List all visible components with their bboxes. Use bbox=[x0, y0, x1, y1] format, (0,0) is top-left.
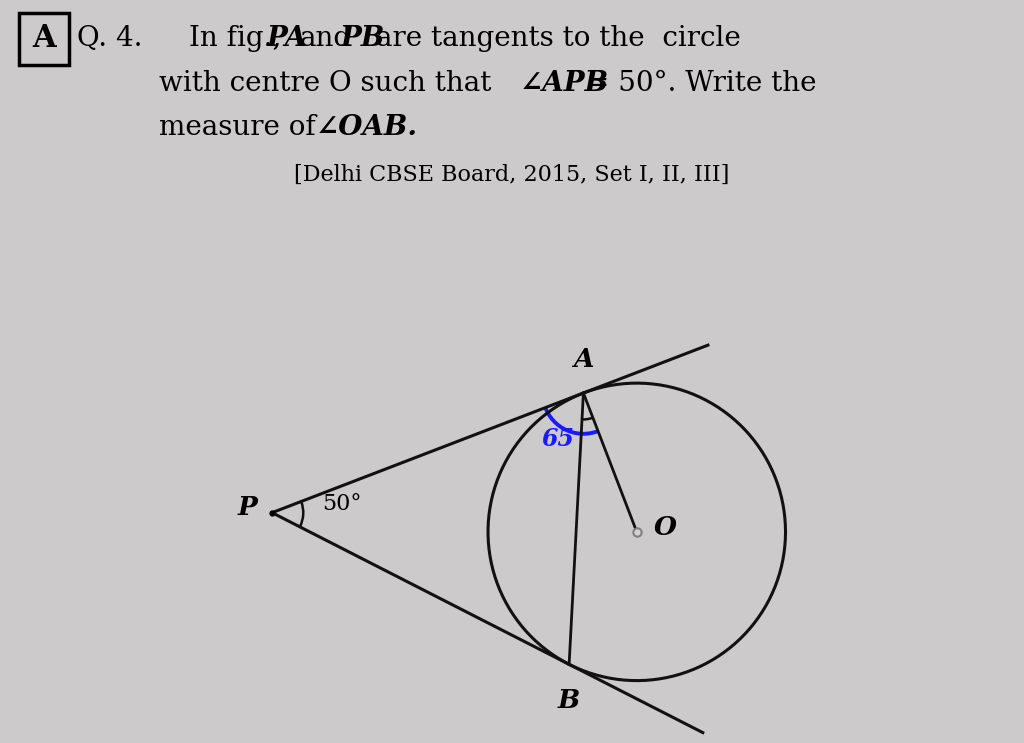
Text: measure of: measure of bbox=[159, 114, 315, 141]
Text: 50°: 50° bbox=[322, 493, 361, 515]
Text: ∠OAB.: ∠OAB. bbox=[315, 114, 418, 141]
Text: O: O bbox=[654, 515, 677, 539]
Text: 65: 65 bbox=[542, 426, 574, 450]
Text: B: B bbox=[558, 688, 581, 713]
Text: [Delhi CBSE Board, 2015, Set I, II, III]: [Delhi CBSE Board, 2015, Set I, II, III] bbox=[294, 163, 730, 186]
Text: P: P bbox=[238, 496, 258, 520]
Text: A: A bbox=[573, 347, 594, 372]
Text: are tangents to the  circle: are tangents to the circle bbox=[376, 25, 740, 52]
Text: ∠APB: ∠APB bbox=[520, 70, 609, 97]
Text: A: A bbox=[32, 23, 56, 54]
Text: PA: PA bbox=[266, 25, 306, 52]
Text: Q. 4.: Q. 4. bbox=[77, 25, 142, 52]
Text: with centre O such that: with centre O such that bbox=[159, 70, 492, 97]
Text: PB: PB bbox=[341, 25, 385, 52]
Text: and: and bbox=[300, 25, 352, 52]
Text: In fig.,: In fig., bbox=[189, 25, 282, 52]
Text: = 50°. Write the: = 50°. Write the bbox=[586, 70, 816, 97]
